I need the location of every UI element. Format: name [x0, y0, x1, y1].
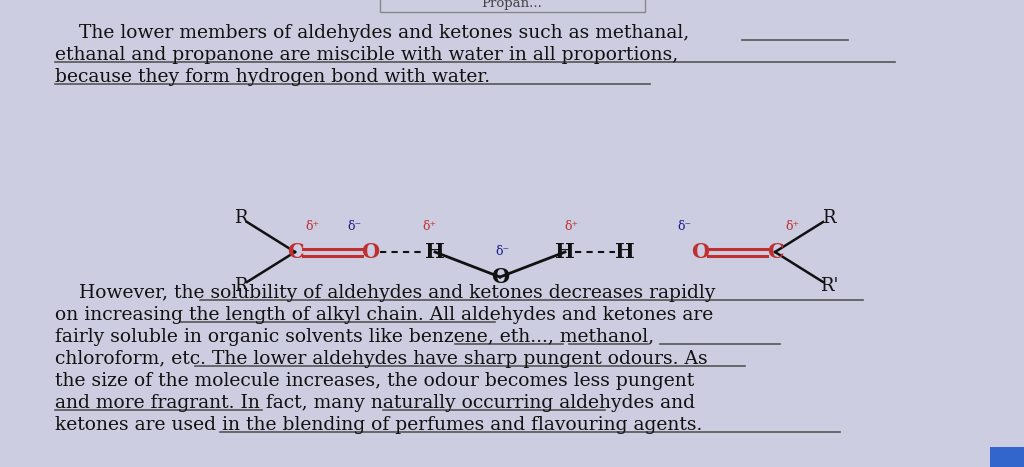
Text: C: C [287, 242, 303, 262]
Text: However, the solubility of aldehydes and ketones decreases rapidly: However, the solubility of aldehydes and… [55, 284, 716, 302]
Text: δ⁺: δ⁺ [564, 220, 579, 233]
Text: H: H [615, 242, 635, 262]
Text: fairly soluble in organic solvents like benzene, eth..., methanol,: fairly soluble in organic solvents like … [55, 328, 654, 346]
Text: the size of the molecule increases, the odour becomes less pungent: the size of the molecule increases, the … [55, 372, 694, 390]
Text: δ⁺: δ⁺ [422, 220, 436, 233]
Text: H: H [425, 242, 445, 262]
Text: H: H [555, 242, 574, 262]
Text: δ⁻: δ⁻ [495, 245, 509, 258]
Text: R: R [822, 209, 836, 227]
Text: O: O [691, 242, 709, 262]
FancyBboxPatch shape [990, 447, 1024, 467]
Text: δ⁺: δ⁺ [305, 220, 319, 233]
Text: O: O [360, 242, 379, 262]
Text: on increasing the length of alkyl chain. All aldehydes and ketones are: on increasing the length of alkyl chain.… [55, 306, 714, 324]
FancyBboxPatch shape [380, 0, 645, 12]
Text: R': R' [820, 277, 839, 295]
Text: R: R [234, 277, 248, 295]
Text: C: C [767, 242, 783, 262]
Text: Propan...: Propan... [481, 0, 543, 10]
Text: ethanal and propanone are miscible with water in all proportions,: ethanal and propanone are miscible with … [55, 46, 678, 64]
Text: R: R [234, 209, 248, 227]
Text: because they form hydrogen bond with water.: because they form hydrogen bond with wat… [55, 68, 490, 86]
Text: The lower members of aldehydes and ketones such as methanal,: The lower members of aldehydes and keton… [55, 24, 689, 42]
Text: δ⁻: δ⁻ [348, 220, 362, 233]
Text: δ⁺: δ⁺ [785, 220, 799, 233]
Text: ketones are used in the blending of perfumes and flavouring agents.: ketones are used in the blending of perf… [55, 416, 702, 434]
Text: and more fragrant. In fact, many naturally occurring aldehydes and: and more fragrant. In fact, many natural… [55, 394, 695, 412]
Text: δ⁻: δ⁻ [678, 220, 692, 233]
Text: chloroform, etc. The lower aldehydes have sharp pungent odours. As: chloroform, etc. The lower aldehydes hav… [55, 350, 708, 368]
Text: O: O [490, 267, 509, 287]
